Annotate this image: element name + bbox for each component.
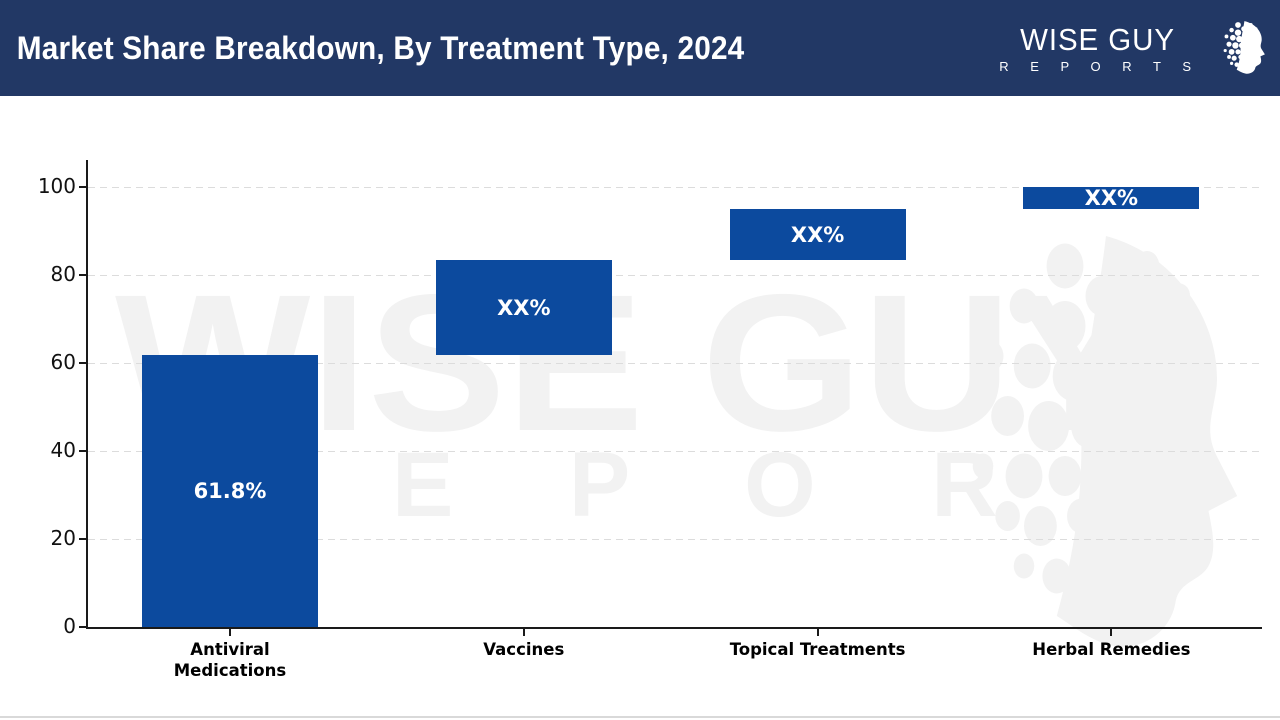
gridline-y-80 [88,274,1262,276]
gridline-y-20 [88,538,1262,540]
bar-value-label-topical-treatments: XX% [790,222,845,247]
page-title: Market Share Breakdown, By Treatment Typ… [16,29,745,66]
bar-value-label-vaccines: XX% [497,295,551,320]
y-axis-line [86,160,88,629]
y-tick-20 [79,538,86,540]
x-tick-topical-treatments [816,629,819,636]
header: Market Share Breakdown, By Treatment Typ… [0,0,1280,96]
logo-line2: R E P O R T S [999,58,1200,74]
logo-wordmark: WISE GUY R E P O R T S [995,24,1200,73]
y-tick-label-40: 40 [50,438,76,462]
category-label-topical-treatments: Topical Treatments [729,640,906,659]
bar-value-label-antiviral-medications: 61.8% [193,479,267,504]
y-tick-label-20: 20 [50,526,76,550]
y-tick-60 [79,362,86,364]
x-tick-herbal-remedies [1110,629,1113,636]
category-label-vaccines: Vaccines [483,640,565,659]
category-label-antiviral-medications: Antiviral Medications [173,640,287,680]
y-tick-label-0: 0 [63,614,76,638]
x-axis-line [86,627,1262,629]
bar-vaccines: XX% [435,260,612,356]
bar-value-label-herbal-remedies: XX% [1084,186,1139,210]
x-tick-antiviral-medications [229,629,231,636]
y-tick-label-60: 60 [50,350,76,374]
x-tick-vaccines [522,629,525,636]
bar-topical-treatments: XX% [729,209,906,261]
logo-line1: WISE GUY [1020,21,1176,57]
bottom-divider [0,716,1280,718]
bar-herbal-remedies: XX% [1023,186,1200,210]
y-tick-label-80: 80 [50,262,76,286]
gridline-y-100 [88,186,1262,188]
gridline-y-60 [88,362,1262,364]
bar-antiviral-medications: 61.8% [142,355,318,627]
y-tick-label-100: 100 [37,174,76,198]
y-tick-0 [79,626,86,628]
gridline-y-40 [88,450,1262,452]
category-label-herbal-remedies: Herbal Remedies [1032,640,1191,659]
y-tick-40 [79,450,86,452]
y-tick-80 [79,274,86,276]
y-tick-100 [79,186,86,188]
wise-guy-logo: WISE GUY R E P O R T S [995,7,1280,89]
